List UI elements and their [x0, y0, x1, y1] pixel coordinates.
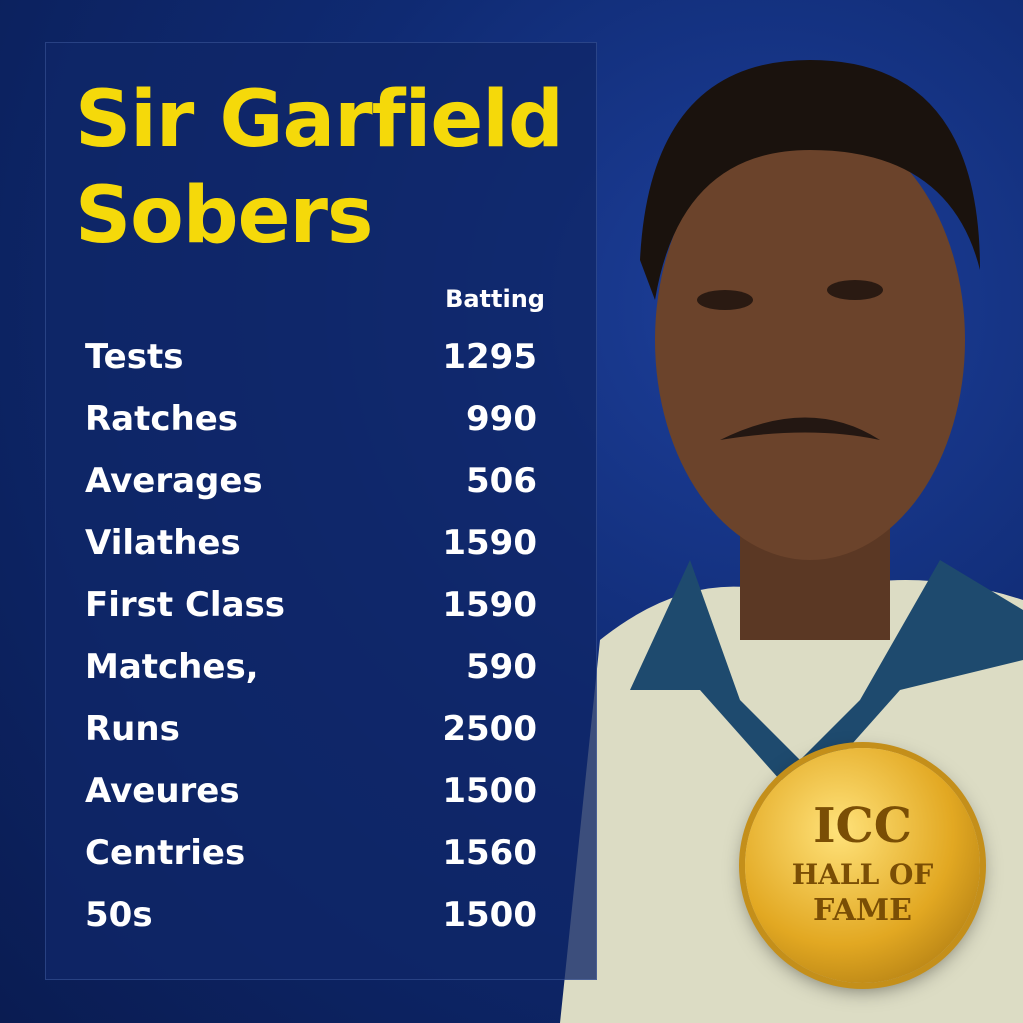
stat-label: First Class	[85, 585, 285, 625]
stat-row: 50s 1500	[85, 895, 537, 945]
stat-row: Matches, 590	[85, 647, 537, 697]
stat-row: Averages 506	[85, 461, 537, 511]
stats-panel	[45, 42, 597, 980]
medal: ICC HALL OF FAME	[745, 748, 980, 983]
stat-label: Aveures	[85, 771, 240, 811]
stat-row: Aveures 1500	[85, 771, 537, 821]
stat-label: Matches,	[85, 647, 259, 687]
stat-row: Tests 1295	[85, 337, 537, 387]
stat-value: 1500	[442, 771, 537, 811]
medal-text: ICC	[813, 798, 912, 854]
stat-value: 1500	[442, 895, 537, 935]
stat-value: 1295	[442, 337, 537, 377]
stat-label: Vilathes	[85, 523, 241, 563]
stat-value: 506	[466, 461, 537, 501]
stat-value: 1590	[442, 523, 537, 563]
stat-row: Centries 1560	[85, 833, 537, 883]
medal-text: FAME	[813, 893, 912, 928]
medal-text: HALL OF	[791, 858, 934, 891]
stat-value: 990	[466, 399, 537, 439]
column-header: Batting	[445, 285, 545, 313]
stat-value: 1560	[442, 833, 537, 873]
stat-value: 2500	[442, 709, 537, 749]
stat-row: Runs 2500	[85, 709, 537, 759]
stat-value: 590	[466, 647, 537, 687]
stat-row: Vilathes 1590	[85, 523, 537, 573]
stat-row: Ratches 990	[85, 399, 537, 449]
stat-label: Tests	[85, 337, 184, 377]
stat-label: Centries	[85, 833, 246, 873]
stat-value: 1590	[442, 585, 537, 625]
stat-label: Ratches	[85, 399, 239, 439]
title: Sir Garfield Sobers	[75, 75, 564, 261]
stat-label: Averages	[85, 461, 263, 501]
stat-label: Runs	[85, 709, 180, 749]
stat-row: First Class 1590	[85, 585, 537, 635]
stat-label: 50s	[85, 895, 153, 935]
